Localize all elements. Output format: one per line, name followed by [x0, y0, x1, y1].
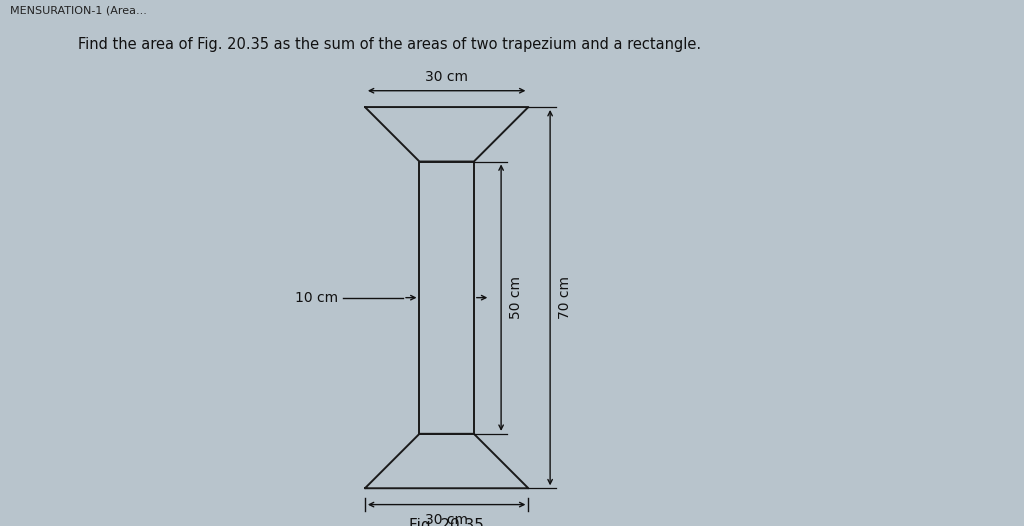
Text: 30 cm: 30 cm [425, 70, 468, 84]
Text: 50 cm: 50 cm [509, 276, 523, 319]
Text: 70 cm: 70 cm [558, 276, 572, 319]
Text: Find the area of Fig. 20.35 as the sum of the areas of two trapezium and a recta: Find the area of Fig. 20.35 as the sum o… [78, 37, 700, 52]
Text: MENSURATION-1 (Area...: MENSURATION-1 (Area... [10, 5, 147, 15]
Text: 10 cm: 10 cm [295, 291, 338, 305]
Text: Fig. 20.35: Fig. 20.35 [410, 518, 484, 526]
Text: 30 cm: 30 cm [425, 513, 468, 526]
